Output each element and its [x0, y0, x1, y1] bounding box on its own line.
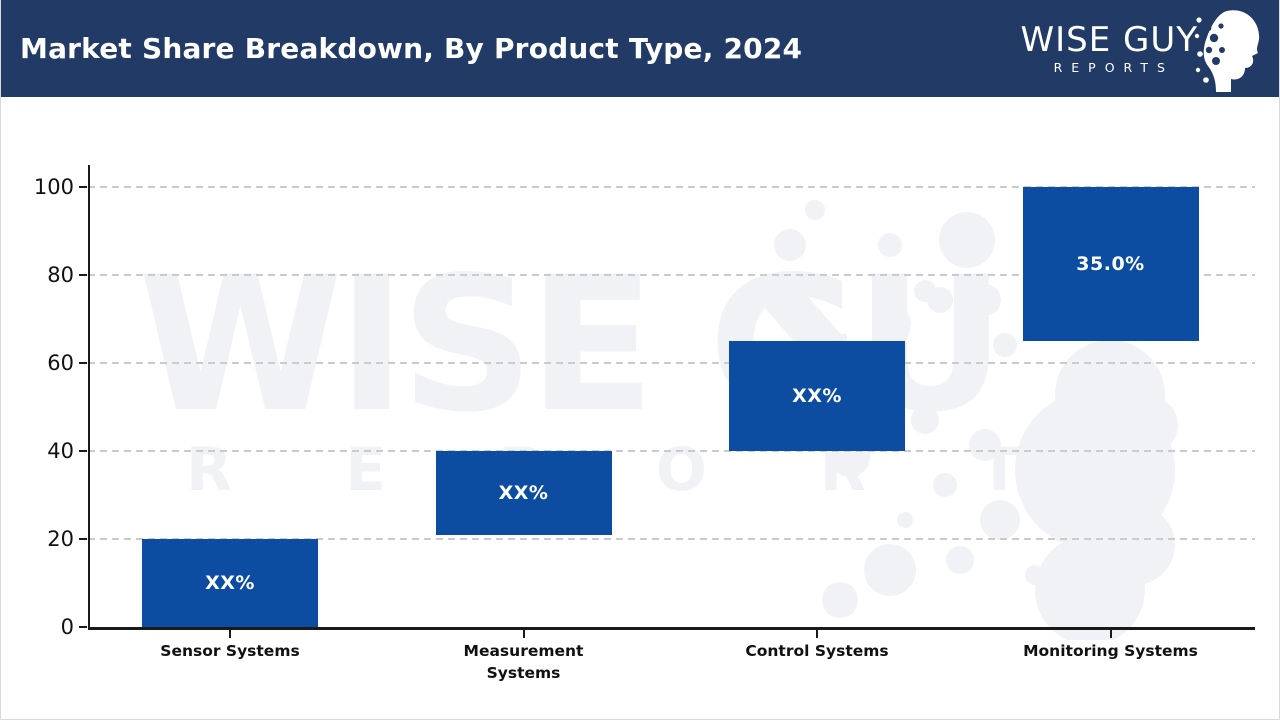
- gridline-100: [88, 186, 1255, 188]
- y-tick-label: 0: [60, 615, 74, 639]
- y-axis-tick: [79, 274, 87, 276]
- header-bar: Market Share Breakdown, By Product Type,…: [0, 0, 1280, 97]
- bar-value-label: XX%: [205, 572, 255, 594]
- gridline-60: [88, 362, 1255, 364]
- x-tick-label: Control Systems: [745, 642, 889, 660]
- logo-brand-sub: REPORTS: [1053, 59, 1174, 75]
- y-axis-tick: [79, 186, 87, 188]
- waterfall-bar-2: XX%: [435, 451, 612, 535]
- bar-value-label: 35.0%: [1076, 253, 1145, 275]
- y-axis-tick: [79, 450, 87, 452]
- wiseguy-logo-text: WISE GUY REPORTS: [1020, 23, 1198, 75]
- y-tick-label: 20: [47, 527, 74, 551]
- y-axis-tick: [79, 626, 87, 628]
- x-axis-tick: [229, 630, 231, 638]
- x-tick-label: Monitoring Systems: [1023, 642, 1198, 660]
- y-tick-label: 80: [47, 263, 74, 287]
- wiseguy-logo: WISE GUY REPORTS: [1020, 6, 1280, 92]
- y-axis-tick: [79, 538, 87, 540]
- y-axis: [88, 165, 90, 630]
- bar-value-label: XX%: [498, 481, 549, 504]
- gridline-40: [88, 450, 1255, 452]
- waterfall-bar-4: 35.0%: [1022, 187, 1199, 341]
- y-tick-label: 60: [47, 351, 74, 375]
- gridline-20: [88, 538, 1255, 540]
- y-tick-label: 40: [47, 439, 74, 463]
- x-axis-tick: [816, 630, 818, 638]
- x-axis: [88, 627, 1255, 630]
- x-tick-label: Sensor Systems: [160, 642, 300, 660]
- waterfall-bar-1: XX%: [142, 539, 318, 627]
- bar-value-label: XX%: [792, 385, 842, 407]
- x-tick-label: Measurement Systems: [463, 642, 584, 682]
- x-axis-tick: [1109, 630, 1112, 638]
- y-axis-tick: [79, 362, 87, 364]
- x-axis-tick: [522, 630, 525, 638]
- waterfall-bar-3: XX%: [729, 341, 905, 451]
- wiseguy-head-icon: [1194, 9, 1260, 92]
- gridline-80: [88, 274, 1255, 276]
- page-title: Market Share Breakdown, By Product Type,…: [20, 32, 803, 65]
- logo-brand-name: WISE GUY: [1020, 19, 1198, 60]
- y-tick-label: 100: [33, 175, 74, 199]
